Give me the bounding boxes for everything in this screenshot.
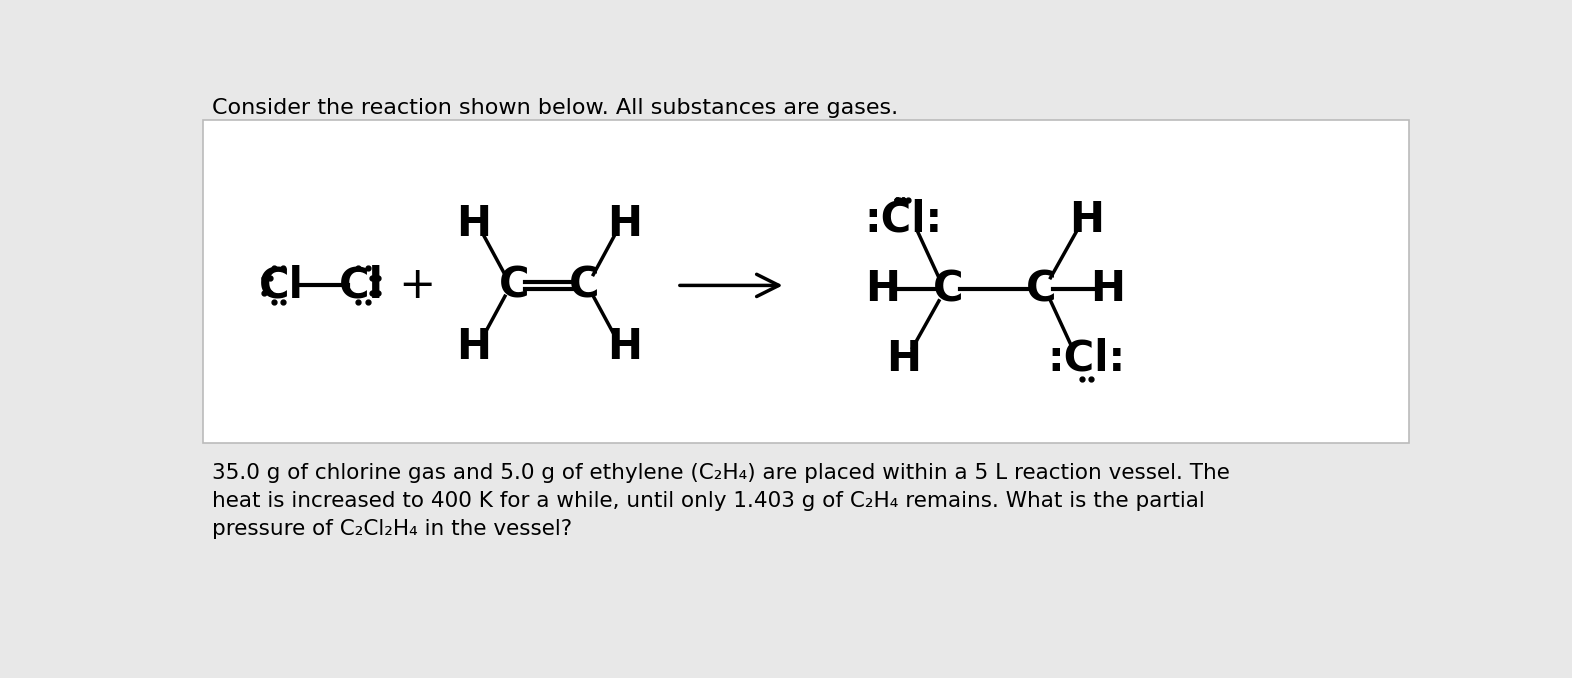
Text: C: C (498, 264, 530, 306)
Text: H: H (607, 203, 641, 245)
Text: H: H (1089, 268, 1124, 311)
Text: Consider the reaction shown below. All substances are gases.: Consider the reaction shown below. All s… (212, 98, 898, 118)
Text: Cl: Cl (259, 264, 305, 306)
Text: H: H (456, 326, 492, 368)
Text: heat is increased to 400 K for a while, until only 1.403 g of C₂H₄ remains. What: heat is increased to 400 K for a while, … (212, 491, 1204, 511)
FancyBboxPatch shape (203, 120, 1409, 443)
Text: 35.0 g of chlorine gas and 5.0 g of ethylene (C₂H₄) are placed within a 5 L reac: 35.0 g of chlorine gas and 5.0 g of ethy… (212, 463, 1229, 483)
Text: pressure of C₂Cl₂H₄ in the vessel?: pressure of C₂Cl₂H₄ in the vessel? (212, 519, 572, 539)
Text: C: C (932, 268, 964, 311)
Text: :Cl:: :Cl: (1047, 338, 1126, 380)
Text: Cl: Cl (340, 264, 384, 306)
Text: +: + (399, 264, 435, 307)
Text: :Cl:: :Cl: (865, 199, 942, 241)
Text: H: H (885, 338, 921, 380)
Text: H: H (456, 203, 492, 245)
Text: C: C (1027, 268, 1056, 311)
Text: H: H (865, 268, 899, 311)
Text: H: H (607, 326, 641, 368)
Text: C: C (569, 264, 599, 306)
Text: H: H (1069, 199, 1104, 241)
